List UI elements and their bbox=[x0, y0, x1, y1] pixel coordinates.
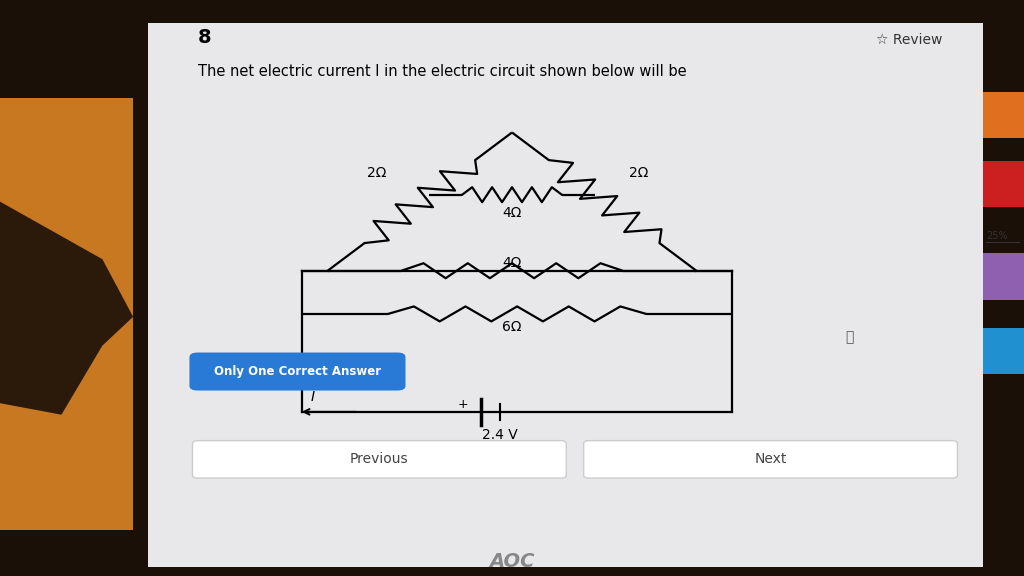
Text: 6Ω: 6Ω bbox=[502, 320, 522, 334]
Text: 2Ω: 2Ω bbox=[368, 166, 386, 180]
FancyBboxPatch shape bbox=[189, 353, 406, 391]
Text: ☆ Review: ☆ Review bbox=[876, 33, 942, 47]
Text: 2Ω: 2Ω bbox=[630, 166, 648, 180]
Text: 4Ω: 4Ω bbox=[503, 206, 521, 220]
Text: Next: Next bbox=[755, 452, 786, 467]
Text: I: I bbox=[310, 391, 314, 404]
Text: 4Ω: 4Ω bbox=[503, 256, 521, 270]
Text: 25%: 25% bbox=[986, 231, 1008, 241]
FancyBboxPatch shape bbox=[983, 92, 1024, 138]
FancyBboxPatch shape bbox=[983, 161, 1024, 207]
Polygon shape bbox=[0, 202, 133, 415]
Text: The net electric current I in the electric circuit shown below will be: The net electric current I in the electr… bbox=[198, 65, 686, 79]
FancyBboxPatch shape bbox=[983, 253, 1024, 300]
Text: AOC: AOC bbox=[489, 552, 535, 571]
FancyBboxPatch shape bbox=[584, 441, 957, 478]
FancyBboxPatch shape bbox=[193, 441, 566, 478]
Text: +: + bbox=[458, 398, 468, 411]
Text: Previous: Previous bbox=[350, 452, 409, 467]
Text: Only One Correct Answer: Only One Correct Answer bbox=[214, 365, 381, 378]
FancyBboxPatch shape bbox=[983, 328, 1024, 374]
FancyBboxPatch shape bbox=[148, 23, 983, 567]
Text: ⓘ: ⓘ bbox=[846, 330, 854, 344]
Text: 2.4 V: 2.4 V bbox=[482, 428, 517, 442]
FancyBboxPatch shape bbox=[0, 98, 133, 530]
Text: 8: 8 bbox=[198, 28, 211, 47]
